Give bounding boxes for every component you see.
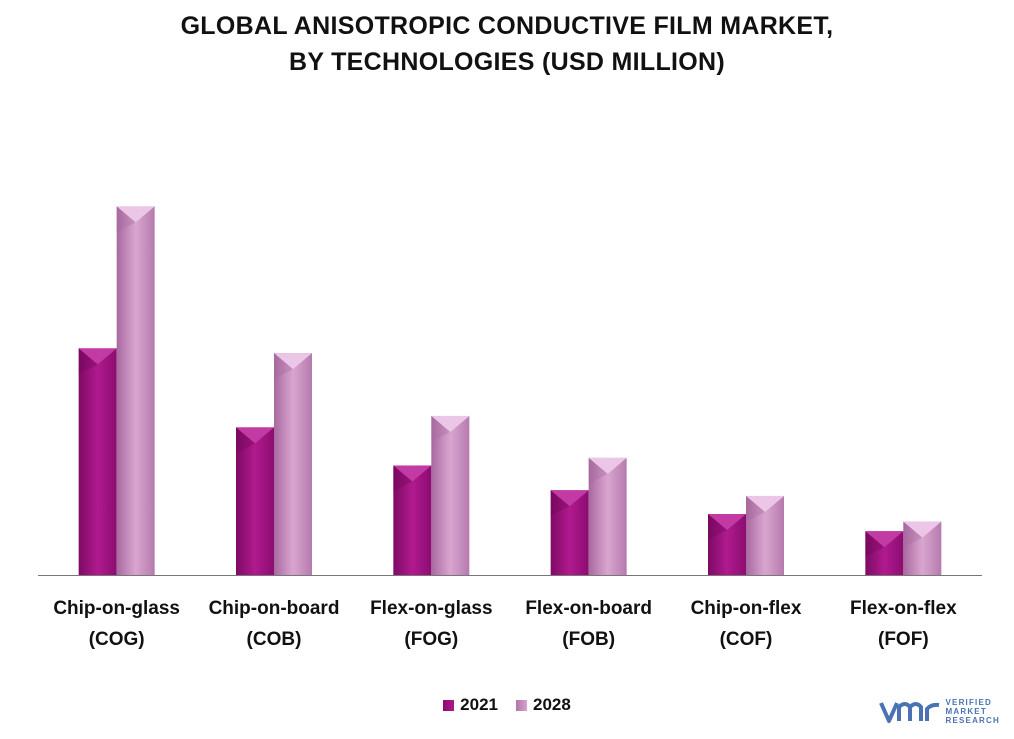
x-tick-label-4-line-2: (FOB): [562, 629, 615, 650]
legend-swatch-2028: [516, 699, 527, 711]
bar-2028-5: [746, 495, 784, 575]
chart-title-line-1: GLOBAL ANISOTROPIC CONDUCTIVE FILM MARKE…: [180, 12, 834, 40]
x-tick-label-2-line-1: Chip-on-board: [209, 598, 340, 619]
vmr-logo-line-2: MARKET: [945, 707, 987, 716]
x-tick-label-4-line-1: Flex-on-board: [525, 598, 652, 619]
bar-2028-2: [274, 353, 312, 575]
bar-2028-3: [431, 415, 470, 575]
bar-2028-1: [116, 206, 155, 575]
x-tick-label-1-line-2: (COG): [89, 629, 145, 650]
legend-item-2021: 2021: [443, 695, 498, 715]
chart-title-line-2: BY TECHNOLOGIES (USD MILLION): [288, 48, 726, 76]
bar-2028-6: [903, 521, 942, 575]
chart-title: GLOBAL ANISOTROPIC CONDUCTIVE FILM MARKE…: [0, 8, 1014, 80]
vmr-logo-mark-icon: [878, 701, 939, 723]
legend-label-2028: 2028: [533, 695, 571, 714]
bar-2021-1: [78, 348, 117, 575]
vmr-logo: VERIFIED MARKET RESEARCH: [878, 698, 1001, 725]
x-tick-label-2-line-2: (COB): [247, 629, 302, 650]
x-tick-label-6-line-2: (FOF): [878, 629, 929, 650]
x-tick-label-5-line-1: Chip-on-flex: [691, 598, 802, 619]
bar-2021-5: [708, 514, 746, 575]
bar-2021-2: [236, 427, 274, 575]
bar-2021-6: [865, 531, 904, 575]
legend-label-2021: 2021: [460, 695, 498, 714]
legend: 2021 2028: [0, 695, 1014, 715]
x-tick-label-1-line-1: Chip-on-glass: [53, 598, 180, 619]
bar-2021-3: [393, 465, 432, 575]
x-tick-label-3-line-2: (FOG): [404, 629, 458, 650]
x-tick-label-5-line-2: (COF): [720, 629, 773, 650]
bar-2021-4: [550, 490, 589, 575]
vmr-logo-line-1: VERIFIED: [945, 698, 992, 707]
vmr-logo-text: VERIFIED MARKET RESEARCH: [946, 698, 1001, 725]
x-tick-label-3-line-1: Flex-on-glass: [370, 598, 492, 619]
x-tick-label-6-line-1: Flex-on-flex: [850, 598, 957, 619]
vmr-logo-line-3: RESEARCH: [945, 716, 1000, 725]
bar-2028-4: [588, 457, 627, 575]
legend-swatch-2021: [443, 699, 455, 711]
legend-item-2028: 2028: [516, 695, 571, 715]
